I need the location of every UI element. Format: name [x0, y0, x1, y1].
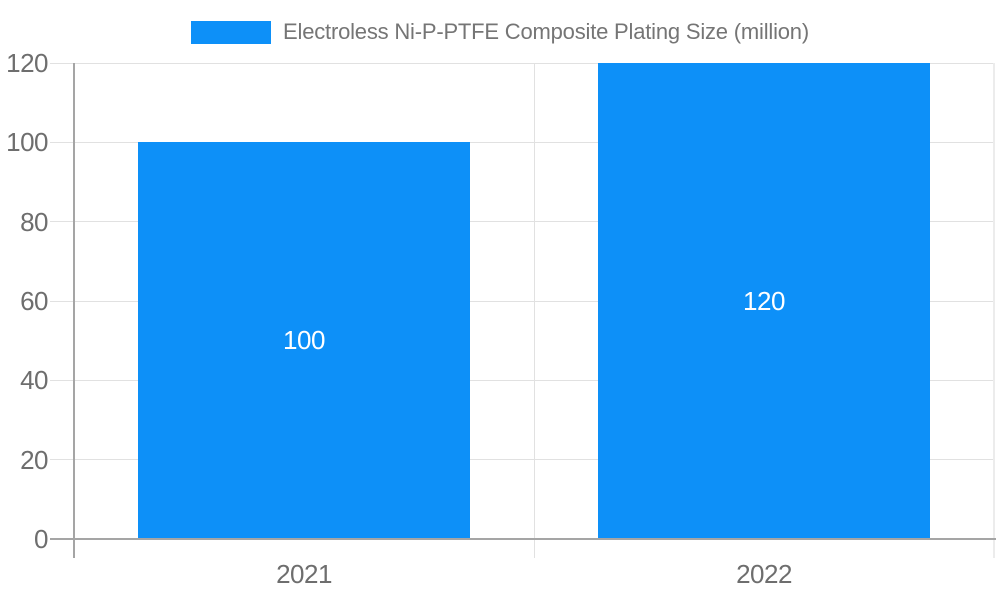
y-gridline [50, 221, 994, 223]
y-gridline [50, 300, 994, 302]
bar-value-label: 100 [283, 325, 325, 356]
y-gridline [50, 379, 994, 381]
y-axis-line [73, 63, 75, 558]
y-tick-label: 120 [6, 48, 48, 78]
category-separator-line [533, 63, 535, 539]
x-tick [533, 540, 535, 558]
x-axis-label-2021: 2021 [276, 559, 332, 589]
y-gridline [50, 459, 994, 461]
x-tick [993, 540, 995, 558]
y-tick-label: 0 [34, 524, 48, 554]
y-tick-label: 20 [20, 444, 48, 475]
plot-right-border [993, 63, 995, 539]
y-tick-label: 40 [20, 365, 48, 396]
bar-2022[interactable]: 120 [598, 63, 930, 539]
x-axis-label-2022: 2022 [736, 559, 792, 589]
bar-2021[interactable]: 100 [138, 142, 470, 539]
y-tick-label: 60 [20, 286, 48, 316]
y-tick-label: 80 [20, 206, 48, 237]
y-gridline [50, 62, 994, 64]
legend-swatch-icon [191, 20, 272, 44]
x-axis-line [50, 538, 996, 540]
y-gridline [50, 141, 994, 143]
legend[interactable]: Electroless Ni-P-PTFE Composite Plating … [0, 17, 1000, 47]
bar-value-label: 120 [743, 285, 785, 316]
y-tick-label: 100 [6, 127, 48, 158]
legend-label: Electroless Ni-P-PTFE Composite Plating … [283, 19, 809, 44]
